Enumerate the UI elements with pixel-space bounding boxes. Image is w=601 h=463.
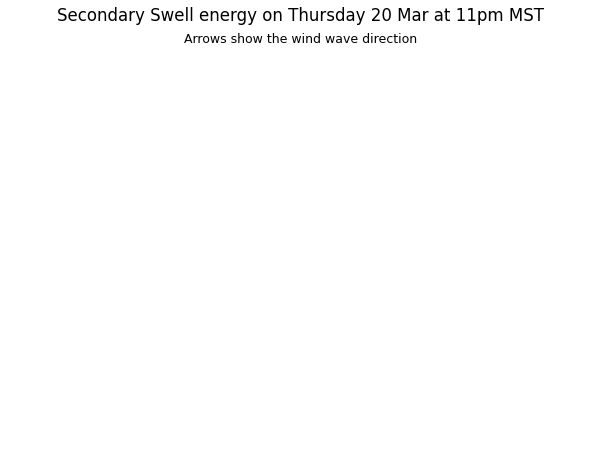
Text: Arrows show the wind wave direction: Arrows show the wind wave direction: [184, 32, 417, 45]
Text: Secondary Swell energy on Thursday 20 Mar at 11pm MST: Secondary Swell energy on Thursday 20 Ma…: [57, 7, 544, 25]
